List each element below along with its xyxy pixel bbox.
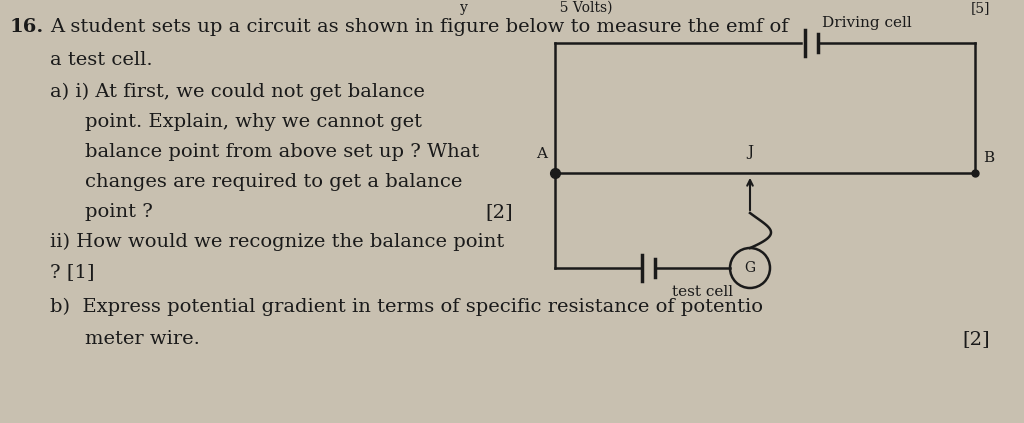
Text: a test cell.: a test cell.	[50, 51, 153, 69]
Text: [5]: [5]	[971, 1, 990, 15]
Text: changes are required to get a balance: changes are required to get a balance	[85, 173, 463, 191]
Text: 16.: 16.	[10, 18, 44, 36]
Text: Driving cell: Driving cell	[822, 16, 911, 30]
Text: J: J	[746, 145, 753, 159]
Text: A student sets up a circuit as shown in figure below to measure the emf of: A student sets up a circuit as shown in …	[50, 18, 788, 36]
Text: balance point from above set up ? What: balance point from above set up ? What	[85, 143, 479, 161]
Text: [2]: [2]	[485, 203, 513, 221]
Text: y                     5 Volts): y 5 Volts)	[460, 1, 612, 15]
Text: [2]: [2]	[963, 330, 990, 348]
Text: B: B	[983, 151, 994, 165]
Text: meter wire.: meter wire.	[85, 330, 200, 348]
Text: point ?: point ?	[85, 203, 153, 221]
Text: a) i) At first, we could not get balance: a) i) At first, we could not get balance	[50, 83, 425, 101]
Text: point. Explain, why we cannot get: point. Explain, why we cannot get	[85, 113, 422, 131]
Text: G: G	[744, 261, 756, 275]
Text: ii) How would we recognize the balance point: ii) How would we recognize the balance p…	[50, 233, 504, 251]
Text: b)  Express potential gradient in terms of specific resistance of potentio: b) Express potential gradient in terms o…	[50, 298, 763, 316]
Text: test cell: test cell	[672, 285, 733, 299]
Text: ? [1]: ? [1]	[50, 263, 94, 281]
Text: A: A	[536, 147, 547, 161]
